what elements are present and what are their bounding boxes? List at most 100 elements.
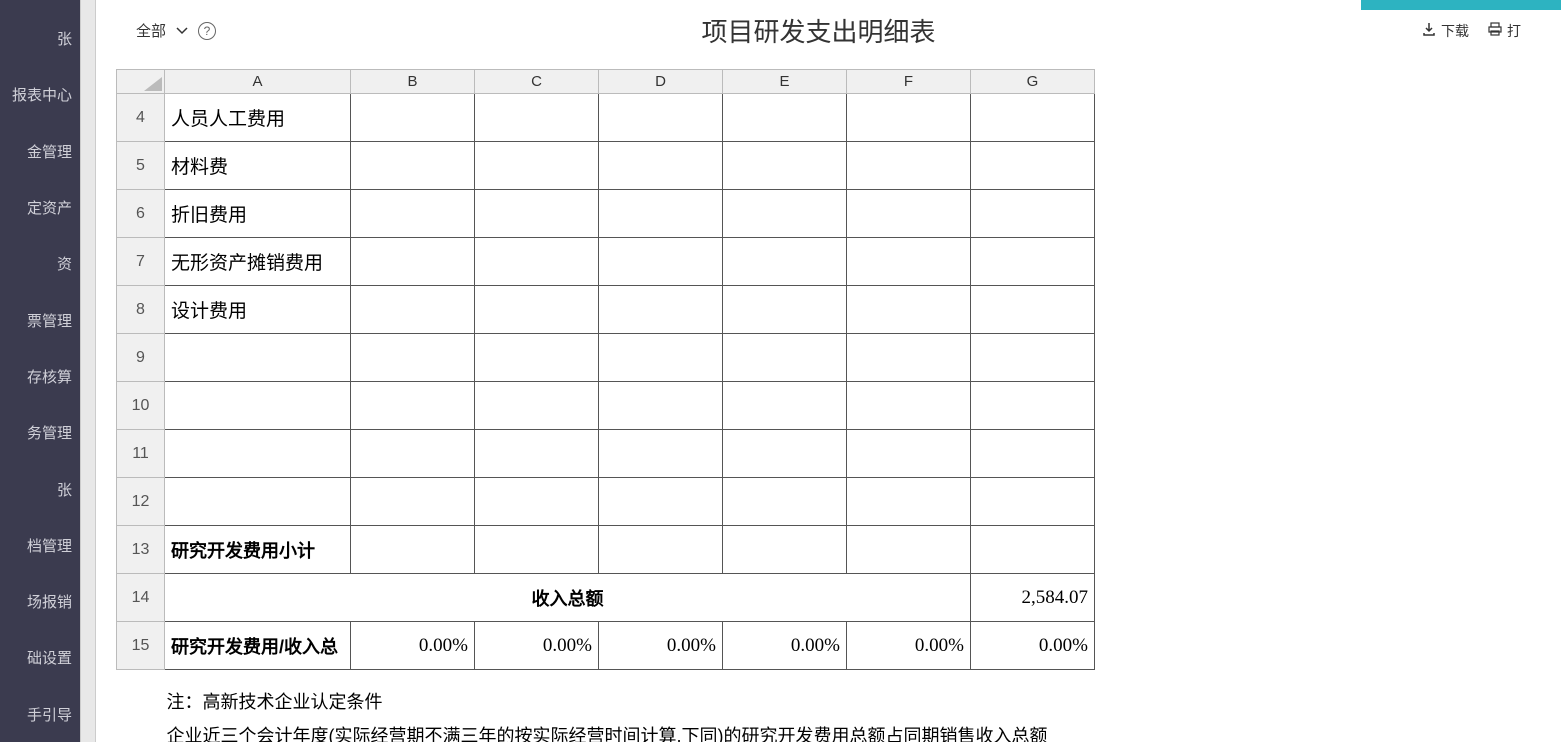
- cell[interactable]: [847, 238, 971, 286]
- cell[interactable]: [723, 382, 847, 430]
- cell[interactable]: [847, 94, 971, 142]
- ratio-label-cell[interactable]: 研究开发费用/收入总: [165, 622, 351, 670]
- cell[interactable]: [723, 526, 847, 574]
- cell[interactable]: [599, 526, 723, 574]
- row-header[interactable]: 12: [117, 478, 165, 526]
- col-header-C[interactable]: C: [475, 70, 599, 94]
- col-header-B[interactable]: B: [351, 70, 475, 94]
- cell[interactable]: 无形资产摊销费用: [165, 238, 351, 286]
- cell[interactable]: [475, 142, 599, 190]
- cell[interactable]: [475, 430, 599, 478]
- cell[interactable]: [599, 430, 723, 478]
- cell[interactable]: [971, 526, 1095, 574]
- sidebar-item-4[interactable]: 资: [0, 235, 80, 291]
- row-header[interactable]: 14: [117, 574, 165, 622]
- sidebar-item-3[interactable]: 定资产: [0, 179, 80, 235]
- sidebar-item-0[interactable]: 张: [0, 10, 80, 66]
- col-header-E[interactable]: E: [723, 70, 847, 94]
- cell[interactable]: [351, 526, 475, 574]
- cell[interactable]: [971, 286, 1095, 334]
- cell[interactable]: [475, 526, 599, 574]
- row-header[interactable]: 15: [117, 622, 165, 670]
- cell[interactable]: [599, 94, 723, 142]
- cell[interactable]: [847, 334, 971, 382]
- cell[interactable]: [971, 94, 1095, 142]
- cell[interactable]: 折旧费用: [165, 190, 351, 238]
- cell[interactable]: [165, 478, 351, 526]
- download-button[interactable]: 下载: [1421, 21, 1469, 41]
- sidebar-item-11[interactable]: 础设置: [0, 629, 80, 685]
- cell[interactable]: 设计费用: [165, 286, 351, 334]
- cell[interactable]: [599, 382, 723, 430]
- sidebar-item-7[interactable]: 务管理: [0, 404, 80, 460]
- cell[interactable]: [475, 190, 599, 238]
- col-header-A[interactable]: A: [165, 70, 351, 94]
- sidebar-item-12[interactable]: 手引导: [0, 686, 80, 742]
- row-header[interactable]: 10: [117, 382, 165, 430]
- cell[interactable]: [847, 430, 971, 478]
- cell-subtotal-label[interactable]: 研究开发费用小计: [165, 526, 351, 574]
- cell[interactable]: [351, 430, 475, 478]
- cell[interactable]: [351, 478, 475, 526]
- sidebar-item-10[interactable]: 场报销: [0, 573, 80, 629]
- cell[interactable]: [723, 478, 847, 526]
- cell[interactable]: [971, 238, 1095, 286]
- row-header[interactable]: 11: [117, 430, 165, 478]
- cell[interactable]: [351, 238, 475, 286]
- cell[interactable]: [971, 430, 1095, 478]
- cell[interactable]: 材料费: [165, 142, 351, 190]
- ratio-cell[interactable]: 0.00%: [847, 622, 971, 670]
- col-header-F[interactable]: F: [847, 70, 971, 94]
- ratio-cell[interactable]: 0.00%: [599, 622, 723, 670]
- sidebar-item-2[interactable]: 金管理: [0, 123, 80, 179]
- cell[interactable]: 人员人工费用: [165, 94, 351, 142]
- cell[interactable]: [475, 286, 599, 334]
- spreadsheet[interactable]: A B C D E F G 4 人员人工费用 5 材料费: [116, 69, 1095, 742]
- cell[interactable]: [599, 190, 723, 238]
- cell[interactable]: [971, 334, 1095, 382]
- cell[interactable]: [599, 286, 723, 334]
- sidebar-item-8[interactable]: 张: [0, 461, 80, 517]
- cell[interactable]: [723, 190, 847, 238]
- cell[interactable]: [165, 382, 351, 430]
- cell[interactable]: [971, 142, 1095, 190]
- cell[interactable]: [971, 190, 1095, 238]
- scroll-divider[interactable]: [80, 0, 96, 742]
- cell[interactable]: [723, 286, 847, 334]
- row-header[interactable]: 13: [117, 526, 165, 574]
- sidebar-item-5[interactable]: 票管理: [0, 292, 80, 348]
- row-header[interactable]: 7: [117, 238, 165, 286]
- print-button[interactable]: 打: [1487, 21, 1521, 41]
- sidebar-item-1[interactable]: 报表中心: [0, 66, 80, 122]
- cell[interactable]: [847, 142, 971, 190]
- row-header[interactable]: 8: [117, 286, 165, 334]
- cell[interactable]: [475, 382, 599, 430]
- cell[interactable]: [723, 94, 847, 142]
- help-icon[interactable]: ?: [198, 22, 216, 40]
- ratio-cell[interactable]: 0.00%: [475, 622, 599, 670]
- sidebar-item-6[interactable]: 存核算: [0, 348, 80, 404]
- cell[interactable]: [971, 382, 1095, 430]
- cell[interactable]: [351, 382, 475, 430]
- cell[interactable]: [599, 238, 723, 286]
- col-header-D[interactable]: D: [599, 70, 723, 94]
- cell[interactable]: [723, 238, 847, 286]
- cell[interactable]: [723, 430, 847, 478]
- cell[interactable]: [723, 142, 847, 190]
- corner-cell[interactable]: [117, 70, 165, 94]
- cell[interactable]: [847, 286, 971, 334]
- cell[interactable]: [351, 334, 475, 382]
- cell[interactable]: [351, 142, 475, 190]
- ratio-cell[interactable]: 0.00%: [723, 622, 847, 670]
- cell[interactable]: [351, 190, 475, 238]
- cell[interactable]: [599, 142, 723, 190]
- cell[interactable]: [847, 478, 971, 526]
- cell[interactable]: [351, 94, 475, 142]
- cell[interactable]: [847, 190, 971, 238]
- cell[interactable]: [165, 430, 351, 478]
- col-header-G[interactable]: G: [971, 70, 1095, 94]
- cell[interactable]: [475, 238, 599, 286]
- ratio-cell[interactable]: 0.00%: [351, 622, 475, 670]
- cell[interactable]: [847, 526, 971, 574]
- row-header[interactable]: 4: [117, 94, 165, 142]
